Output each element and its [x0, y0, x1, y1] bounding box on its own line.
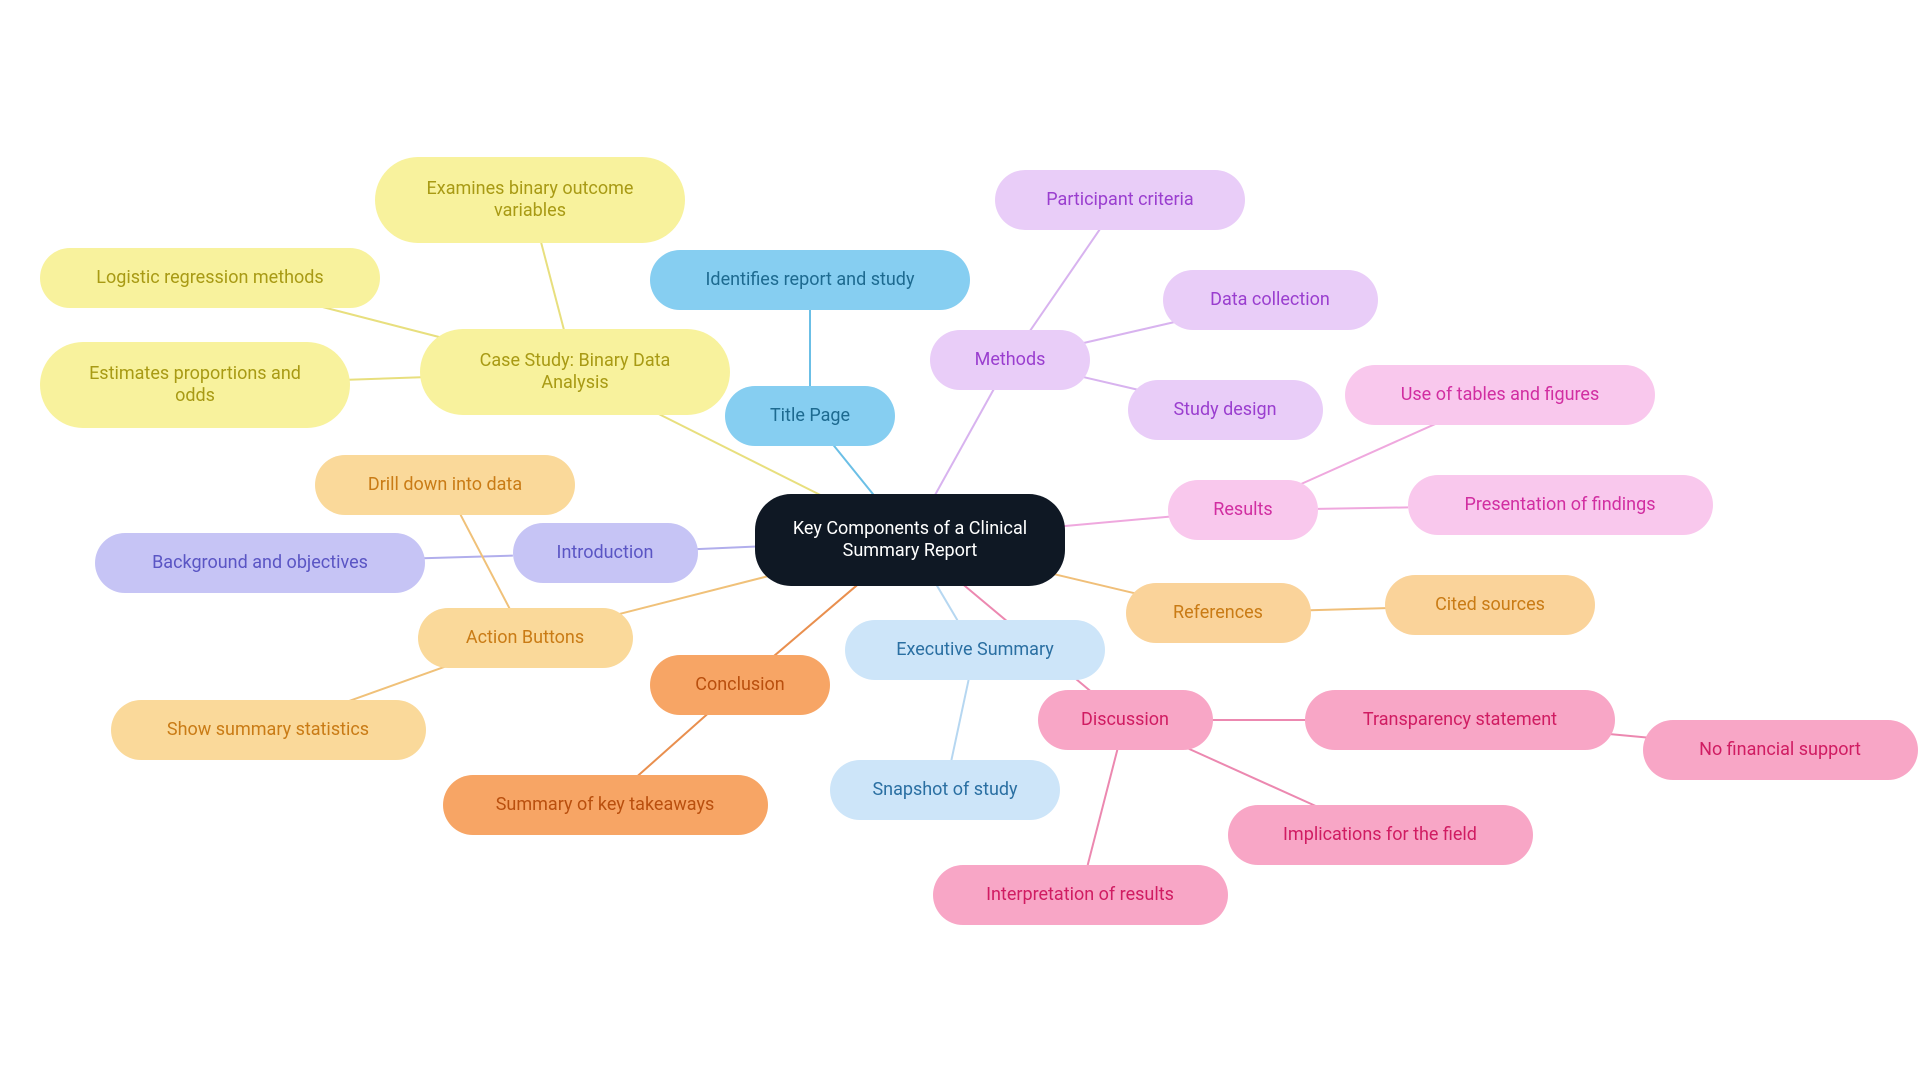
node-label: Implications for the field [1283, 824, 1477, 847]
node-takeaways[interactable]: Summary of key takeaways [443, 775, 768, 835]
node-study_design[interactable]: Study design [1128, 380, 1323, 440]
node-label: Show summary statistics [167, 719, 369, 742]
node-transparency[interactable]: Transparency statement [1305, 690, 1615, 750]
node-label: Presentation of findings [1465, 494, 1656, 517]
node-label: Identifies report and study [706, 269, 915, 292]
node-label: Introduction [557, 542, 654, 565]
node-interpret[interactable]: Interpretation of results [933, 865, 1228, 925]
node-cited[interactable]: Cited sources [1385, 575, 1595, 635]
edge-results-findings [1318, 507, 1408, 508]
node-title_page[interactable]: Title Page [725, 386, 895, 446]
edge-introduction-background [423, 556, 513, 559]
node-label: Data collection [1210, 289, 1330, 312]
node-show_stats[interactable]: Show summary statistics [111, 700, 426, 760]
node-findings[interactable]: Presentation of findings [1408, 475, 1713, 535]
edge-center-exec_summary [937, 585, 958, 620]
node-exec_summary[interactable]: Executive Summary [845, 620, 1105, 680]
node-center[interactable]: Key Components of a Clinical Summary Rep… [755, 494, 1065, 586]
node-binary_out[interactable]: Examines binary outcome variables [375, 157, 685, 243]
edge-discussion-interpret [1088, 750, 1118, 865]
node-label: Transparency statement [1363, 709, 1557, 732]
node-label: Key Components of a Clinical Summary Rep… [793, 518, 1027, 563]
mindmap-canvas: Key Components of a Clinical Summary Rep… [0, 0, 1920, 1083]
edge-action_btns-drill [461, 515, 510, 609]
node-label: Interpretation of results [986, 884, 1174, 907]
edge-case_study-proportions [349, 377, 421, 379]
edge-center-introduction [697, 547, 757, 550]
node-label: Case Study: Binary Data Analysis [480, 350, 671, 395]
node-label: Use of tables and figures [1401, 384, 1600, 407]
node-label: Executive Summary [896, 639, 1054, 662]
node-methods[interactable]: Methods [930, 330, 1090, 390]
node-label: Logistic regression methods [96, 267, 323, 290]
edge-methods-data_coll [1078, 319, 1187, 344]
node-conclusion[interactable]: Conclusion [650, 655, 830, 715]
node-label: No financial support [1699, 739, 1861, 762]
node-logistic[interactable]: Logistic regression methods [40, 248, 380, 308]
edge-action_btns-show_stats [342, 662, 459, 704]
node-label: Background and objectives [152, 552, 368, 575]
node-label: Conclusion [695, 674, 785, 697]
node-label: Action Buttons [466, 627, 584, 650]
edge-discussion-implications [1178, 744, 1319, 808]
edge-methods-participant [1030, 230, 1100, 331]
node-case_study[interactable]: Case Study: Binary Data Analysis [420, 329, 730, 415]
node-label: Estimates proportions and odds [89, 363, 301, 408]
node-proportions[interactable]: Estimates proportions and odds [40, 342, 350, 428]
node-label: Results [1213, 499, 1272, 522]
node-implications[interactable]: Implications for the field [1228, 805, 1533, 865]
node-label: Title Page [770, 405, 850, 428]
node-label: Summary of key takeaways [496, 794, 715, 817]
node-tables_figs[interactable]: Use of tables and figures [1345, 365, 1655, 425]
node-nofinancial[interactable]: No financial support [1643, 720, 1918, 780]
edge-center-results [1058, 517, 1170, 527]
edge-references-cited [1310, 608, 1385, 610]
edge-conclusion-takeaways [638, 713, 708, 776]
node-label: Study design [1173, 399, 1276, 422]
node-action_btns[interactable]: Action Buttons [418, 608, 633, 668]
edge-center-title_page [833, 445, 874, 495]
node-data_coll[interactable]: Data collection [1163, 270, 1378, 330]
node-label: Examines binary outcome variables [427, 178, 634, 223]
node-label: Methods [975, 349, 1046, 372]
node-label: Drill down into data [368, 474, 522, 497]
edge-center-methods [935, 389, 993, 494]
node-label: Cited sources [1435, 594, 1545, 617]
node-background[interactable]: Background and objectives [95, 533, 425, 593]
edge-case_study-binary_out [541, 243, 564, 329]
edge-exec_summary-snapshot [951, 680, 968, 760]
node-label: References [1173, 602, 1263, 625]
node-discussion[interactable]: Discussion [1038, 690, 1213, 750]
edge-results-tables_figs [1293, 423, 1438, 488]
node-introduction[interactable]: Introduction [513, 523, 698, 583]
node-results[interactable]: Results [1168, 480, 1318, 540]
node-drill[interactable]: Drill down into data [315, 455, 575, 515]
node-participant[interactable]: Participant criteria [995, 170, 1245, 230]
node-label: Participant criteria [1046, 189, 1193, 212]
node-identifies[interactable]: Identifies report and study [650, 250, 970, 310]
node-snapshot[interactable]: Snapshot of study [830, 760, 1060, 820]
node-label: Discussion [1081, 709, 1169, 732]
node-label: Snapshot of study [872, 779, 1017, 802]
node-references[interactable]: References [1126, 583, 1311, 643]
